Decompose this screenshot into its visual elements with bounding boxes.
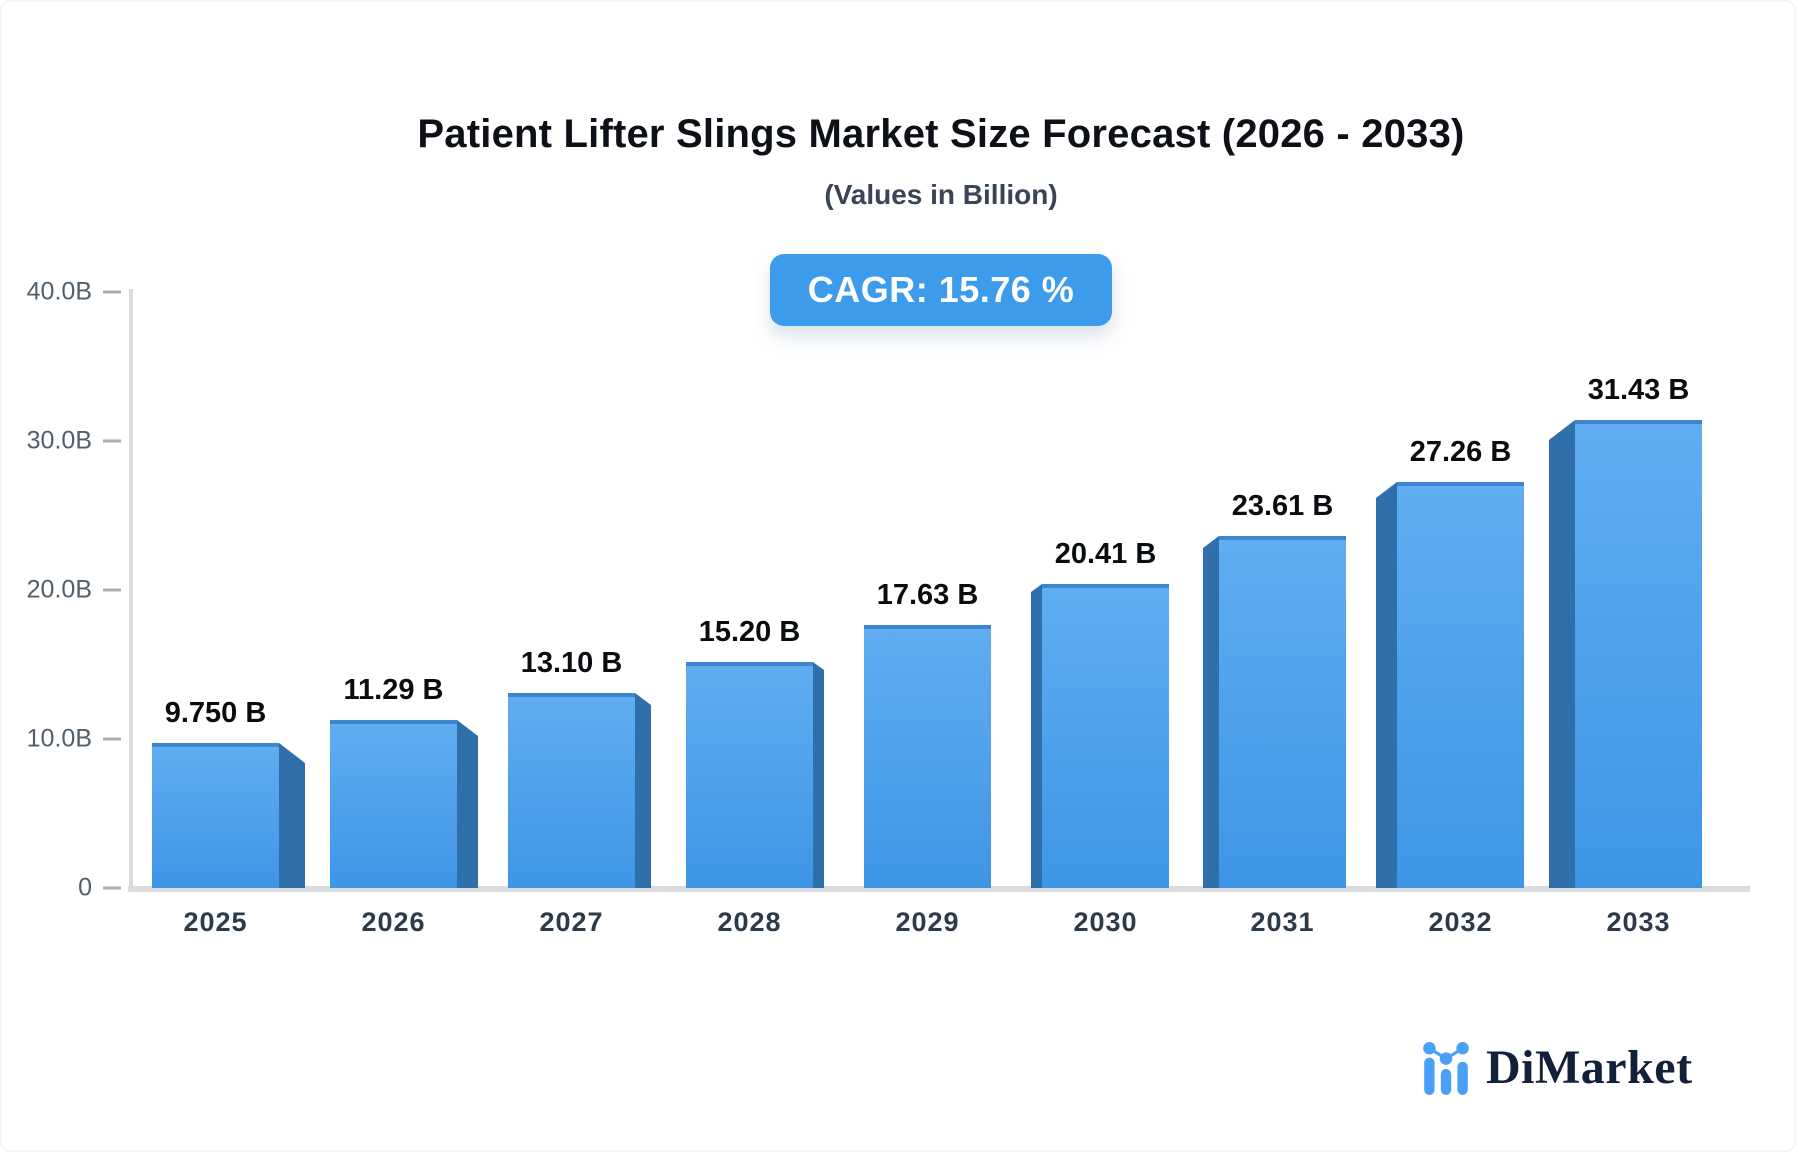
bar-2027 <box>508 693 635 888</box>
bar-side-2033 <box>1549 420 1575 888</box>
y-axis-tick-mark <box>103 737 121 741</box>
y-axis-tick-mark <box>103 439 121 443</box>
bar-2029 <box>864 625 991 888</box>
x-axis-baseline <box>128 886 1750 892</box>
bar-side-2030 <box>1031 584 1042 888</box>
x-axis-label-2032: 2032 <box>1428 907 1493 937</box>
x-axis-label-2030: 2030 <box>1073 907 1138 937</box>
y-axis-tick-label: 10.0B <box>26 724 92 753</box>
x-axis-label-2031: 2031 <box>1250 907 1315 937</box>
y-axis-tick-label: 0 <box>78 873 92 902</box>
x-axis-label-2025: 2025 <box>183 907 248 937</box>
logo-text: DiMarket <box>1486 1041 1693 1094</box>
bar-value-label-2026: 11.29 B <box>343 674 444 706</box>
chart-title: Patient Lifter Slings Market Size Foreca… <box>417 112 1465 156</box>
bar-value-label-2029: 17.63 B <box>876 579 979 611</box>
chart-header: Patient Lifter Slings Market Size Foreca… <box>132 112 1750 211</box>
y-axis-tick-label: 20.0B <box>26 575 92 604</box>
bar-side-2028 <box>813 662 824 888</box>
bar-value-label-2031: 23.61 B <box>1231 490 1334 522</box>
bar-side-2031 <box>1203 536 1219 888</box>
mini-bar-chart-icon <box>1423 1041 1469 1095</box>
bar-2033 <box>1575 420 1702 888</box>
y-axis-tick-mark <box>103 886 121 890</box>
bar-2031 <box>1219 536 1346 888</box>
dimarket-logo: DiMarket <box>1422 1040 1693 1095</box>
x-axis-label-2029: 2029 <box>895 907 960 937</box>
bar-value-label-2032: 27.26 B <box>1409 436 1512 468</box>
bar-2032 <box>1397 482 1524 888</box>
y-axis-tick-mark <box>103 588 121 592</box>
bar-value-label-2025: 9.750 B <box>164 697 267 729</box>
chart-subtitle: (Values in Billion) <box>824 179 1058 210</box>
y-axis-line <box>129 289 133 888</box>
x-axis-label-2026: 2026 <box>361 907 426 937</box>
bar-2025 <box>152 743 279 888</box>
bar-value-label-2030: 20.41 B <box>1054 538 1157 570</box>
bar-value-label-2033: 31.43 B <box>1587 374 1690 406</box>
bar-2030 <box>1042 584 1169 888</box>
bar-value-label-2028: 15.20 B <box>698 616 801 648</box>
bar-side-2025 <box>279 743 305 888</box>
bar-side-2027 <box>635 693 651 888</box>
bar-2026 <box>330 720 457 888</box>
y-axis-tick-mark <box>103 290 121 294</box>
bar-value-label-2027: 13.10 B <box>520 647 623 679</box>
bar-side-2026 <box>457 720 478 888</box>
x-axis-label-2033: 2033 <box>1606 907 1671 937</box>
y-axis-tick-label: 40.0B <box>26 277 92 306</box>
x-axis-label-2028: 2028 <box>717 907 782 937</box>
cagr-badge-row: CAGR: 15.76 % <box>132 254 1750 326</box>
x-axis-label-2027: 2027 <box>539 907 604 937</box>
bar-2028 <box>686 662 813 888</box>
y-axis-tick-label: 30.0B <box>26 426 92 455</box>
bar-side-2032 <box>1376 482 1397 888</box>
cagr-badge: CAGR: 15.76 % <box>769 254 1113 326</box>
